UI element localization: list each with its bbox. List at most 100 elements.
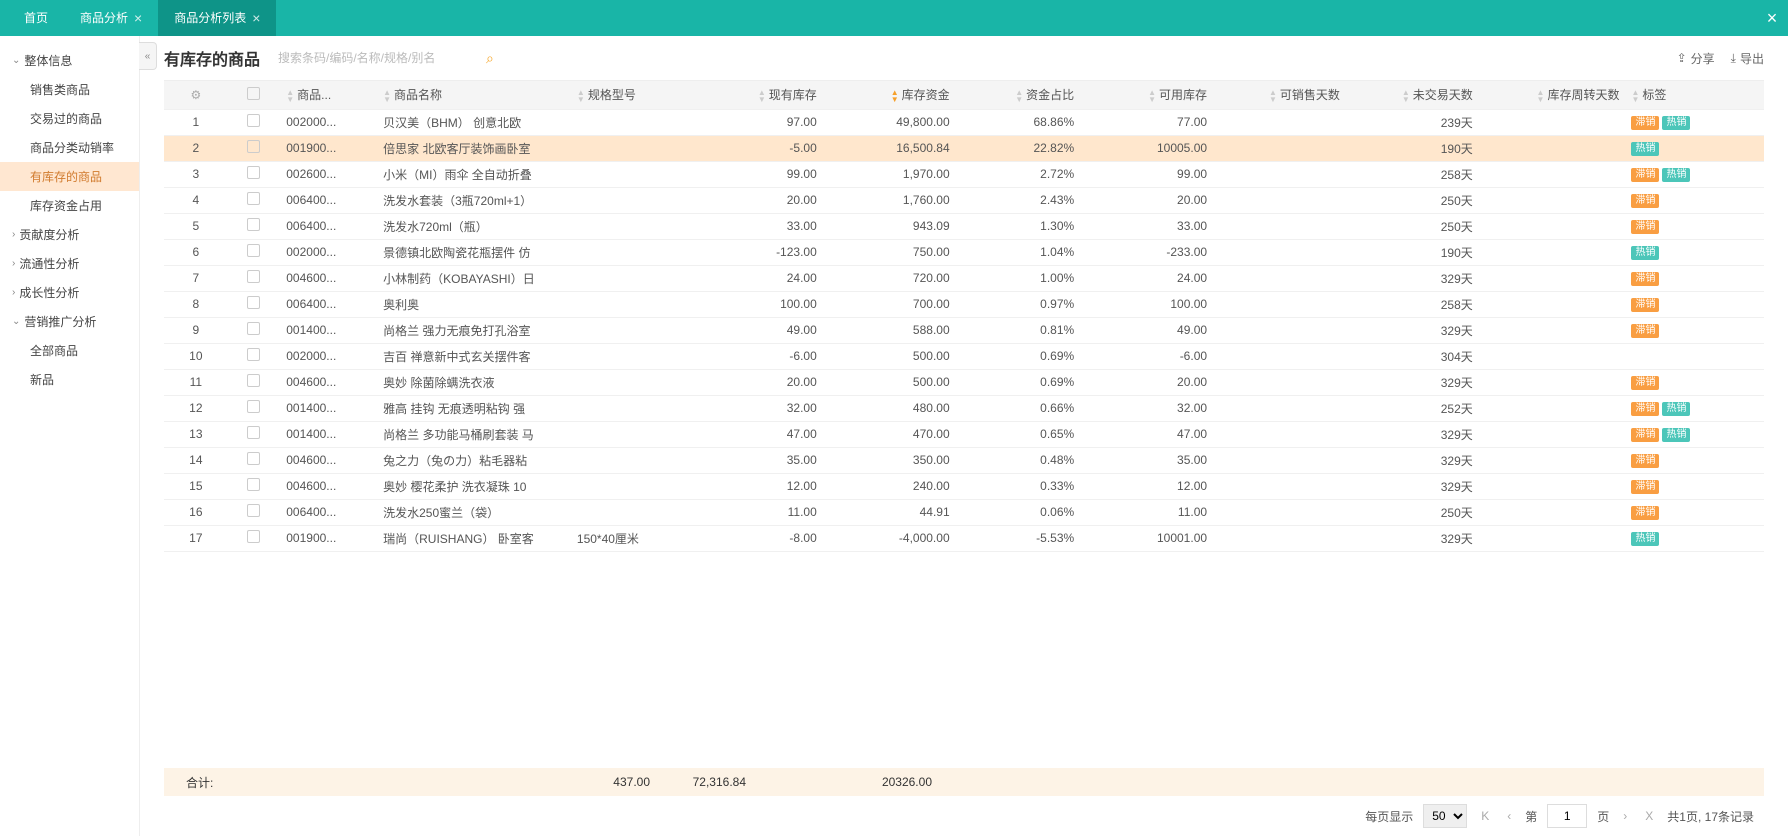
sidebar-item[interactable]: 全部商品 <box>0 336 139 365</box>
sort-icon: ▲▼ <box>383 89 391 103</box>
table-row[interactable]: 14004600...兔之力（兔の力）粘毛器粘35.00350.000.48%3… <box>164 447 1764 473</box>
table-row[interactable]: 6002000...景德镇北欧陶瓷花瓶摆件 仿-123.00750.001.04… <box>164 239 1764 265</box>
row-checkbox[interactable] <box>247 192 260 205</box>
col-header-name[interactable]: ▲▼商品名称 <box>377 81 571 109</box>
page-input[interactable] <box>1547 804 1587 828</box>
row-checkbox[interactable] <box>247 244 260 257</box>
table-row[interactable]: 11004600...奥妙 除菌除螨洗衣液20.00500.000.69%20.… <box>164 369 1764 395</box>
search-icon[interactable]: ⌕ <box>486 50 494 67</box>
tag-badge: 滞销 <box>1631 506 1659 520</box>
cell-ratio: 0.69% <box>956 343 1081 369</box>
sidebar-item[interactable]: 库存资金占用 <box>0 191 139 220</box>
tab-首页[interactable]: 首页 <box>8 0 64 36</box>
row-checkbox[interactable] <box>247 114 260 127</box>
table-row[interactable]: 10002000...吉百 禅意新中式玄关摆件客-6.00500.000.69%… <box>164 343 1764 369</box>
col-header-avail[interactable]: ▲▼可用库存 <box>1080 81 1213 109</box>
tab-商品分析列表[interactable]: 商品分析列表× <box>158 0 276 36</box>
sidebar-item[interactable]: 新品 <box>0 365 139 394</box>
sidebar-collapse-button[interactable]: « <box>139 42 157 70</box>
row-checkbox[interactable] <box>247 322 260 335</box>
table-row[interactable]: 2001900...倍思家 北欧客厅装饰画卧室-5.0016,500.8422.… <box>164 135 1764 161</box>
row-checkbox[interactable] <box>247 504 260 517</box>
table-row[interactable]: 16006400...洗发水250蜜兰（袋）11.0044.910.06%11.… <box>164 499 1764 525</box>
row-checkbox[interactable] <box>247 400 260 413</box>
row-index: 6 <box>164 239 228 265</box>
close-all-tabs-button[interactable]: × <box>1756 0 1788 36</box>
sidebar-group[interactable]: ›贡献度分析 <box>0 220 139 249</box>
col-header-noTrade[interactable]: ▲▼未交易天数 <box>1346 81 1479 109</box>
col-label: 标签 <box>1642 88 1666 102</box>
pager-first-button[interactable]: K <box>1477 809 1493 823</box>
table-row[interactable]: 9001400...尚格兰 强力无痕免打孔浴室49.00588.000.81%4… <box>164 317 1764 343</box>
cell-tags: 滞销 <box>1625 473 1764 499</box>
table-row[interactable]: 3002600...小米（MI）雨伞 全自动折叠99.001,970.002.7… <box>164 161 1764 187</box>
col-header-code[interactable]: ▲▼商品... <box>280 81 377 109</box>
cell-tags: 滞销 <box>1625 213 1764 239</box>
row-checkbox[interactable] <box>247 374 260 387</box>
sidebar-group[interactable]: ›成长性分析 <box>0 278 139 307</box>
tab-商品分析[interactable]: 商品分析× <box>64 0 158 36</box>
cell-saleDays <box>1213 525 1346 551</box>
sidebar-group[interactable]: ›流通性分析 <box>0 249 139 278</box>
pager-prev-button[interactable]: ‹ <box>1503 809 1515 823</box>
col-header-turnDays[interactable]: ▲▼库存周转天数 <box>1479 81 1626 109</box>
col-header-tags[interactable]: ▲▼标签 <box>1625 81 1764 109</box>
table-row[interactable]: 15004600...奥妙 樱花柔护 洗衣凝珠 1012.00240.000.3… <box>164 473 1764 499</box>
table-row[interactable]: 7004600...小林制药（KOBAYASHI）日24.00720.001.0… <box>164 265 1764 291</box>
pager-last-button[interactable]: X <box>1641 809 1657 823</box>
col-header-capital[interactable]: ▲▼库存资金 <box>823 81 956 109</box>
per-page-select[interactable]: 50 <box>1423 804 1467 828</box>
row-checkbox[interactable] <box>247 426 260 439</box>
search-input[interactable] <box>278 51 478 65</box>
export-button[interactable]: ⤓导出 <box>1731 50 1764 67</box>
col-header-stock[interactable]: ▲▼现有库存 <box>690 81 823 109</box>
row-checkbox[interactable] <box>247 140 260 153</box>
sidebar-item[interactable]: 交易过的商品 <box>0 104 139 133</box>
select-all-checkbox[interactable] <box>247 87 260 100</box>
sidebar-item[interactable]: 商品分类动销率 <box>0 133 139 162</box>
cell-name: 吉百 禅意新中式玄关摆件客 <box>377 343 571 369</box>
cell-ratio: 1.00% <box>956 265 1081 291</box>
cell-capital: 750.00 <box>823 239 956 265</box>
gear-icon[interactable]: ⚙ <box>190 88 201 102</box>
sidebar-group-label: 成长性分析 <box>19 284 79 301</box>
sidebar-group[interactable]: ⌄整体信息 <box>0 46 139 75</box>
table-row[interactable]: 17001900...瑞尚（RUISHANG） 卧室客150*40厘米-8.00… <box>164 525 1764 551</box>
col-header-spec[interactable]: ▲▼规格型号 <box>571 81 690 109</box>
cell-noTrade: 250天 <box>1346 213 1479 239</box>
row-checkbox[interactable] <box>247 348 260 361</box>
close-icon[interactable]: × <box>252 0 260 36</box>
table-row[interactable]: 4006400...洗发水套装（3瓶720ml+1）20.001,760.002… <box>164 187 1764 213</box>
cell-code: 001900... <box>280 525 377 551</box>
row-checkbox[interactable] <box>247 452 260 465</box>
row-checkbox[interactable] <box>247 530 260 543</box>
totals-row: 合计:437.0072,316.8420326.00 <box>164 768 1764 796</box>
close-icon[interactable]: × <box>134 0 142 36</box>
col-header-ratio[interactable]: ▲▼资金占比 <box>956 81 1081 109</box>
row-checkbox[interactable] <box>247 478 260 491</box>
tag-badge: 热销 <box>1662 116 1690 130</box>
table-row[interactable]: 13001400...尚格兰 多功能马桶刷套装 马47.00470.000.65… <box>164 421 1764 447</box>
cell-tags: 滞销 <box>1625 265 1764 291</box>
row-checkbox[interactable] <box>247 218 260 231</box>
row-checkbox[interactable] <box>247 166 260 179</box>
col-header-saleDays[interactable]: ▲▼可销售天数 <box>1213 81 1346 109</box>
pager-next-button[interactable]: › <box>1619 809 1631 823</box>
tag-badge: 滞销 <box>1631 428 1659 442</box>
row-checkbox[interactable] <box>247 270 260 283</box>
sidebar-item[interactable]: 销售类商品 <box>0 75 139 104</box>
table-row[interactable]: 1002000...贝汉美（BHM） 创意北欧97.0049,800.0068.… <box>164 109 1764 135</box>
table-row[interactable]: 8006400...奥利奥100.00700.000.97%100.00258天… <box>164 291 1764 317</box>
table-row[interactable]: 12001400...雅高 挂钩 无痕透明粘钩 强32.00480.000.66… <box>164 395 1764 421</box>
row-index: 9 <box>164 317 228 343</box>
sidebar-group[interactable]: ⌄营销推广分析 <box>0 307 139 336</box>
table-row[interactable]: 5006400...洗发水720ml（瓶）33.00943.091.30%33.… <box>164 213 1764 239</box>
sidebar-item[interactable]: 有库存的商品 <box>0 162 139 191</box>
cell-ratio: 0.69% <box>956 369 1081 395</box>
col-label: 未交易天数 <box>1413 88 1473 102</box>
cell-name: 兔之力（兔の力）粘毛器粘 <box>377 447 571 473</box>
row-checkbox[interactable] <box>247 296 260 309</box>
cell-stock: 20.00 <box>690 187 823 213</box>
cell-code: 002600... <box>280 161 377 187</box>
share-button[interactable]: ⇪分享 <box>1677 50 1715 67</box>
